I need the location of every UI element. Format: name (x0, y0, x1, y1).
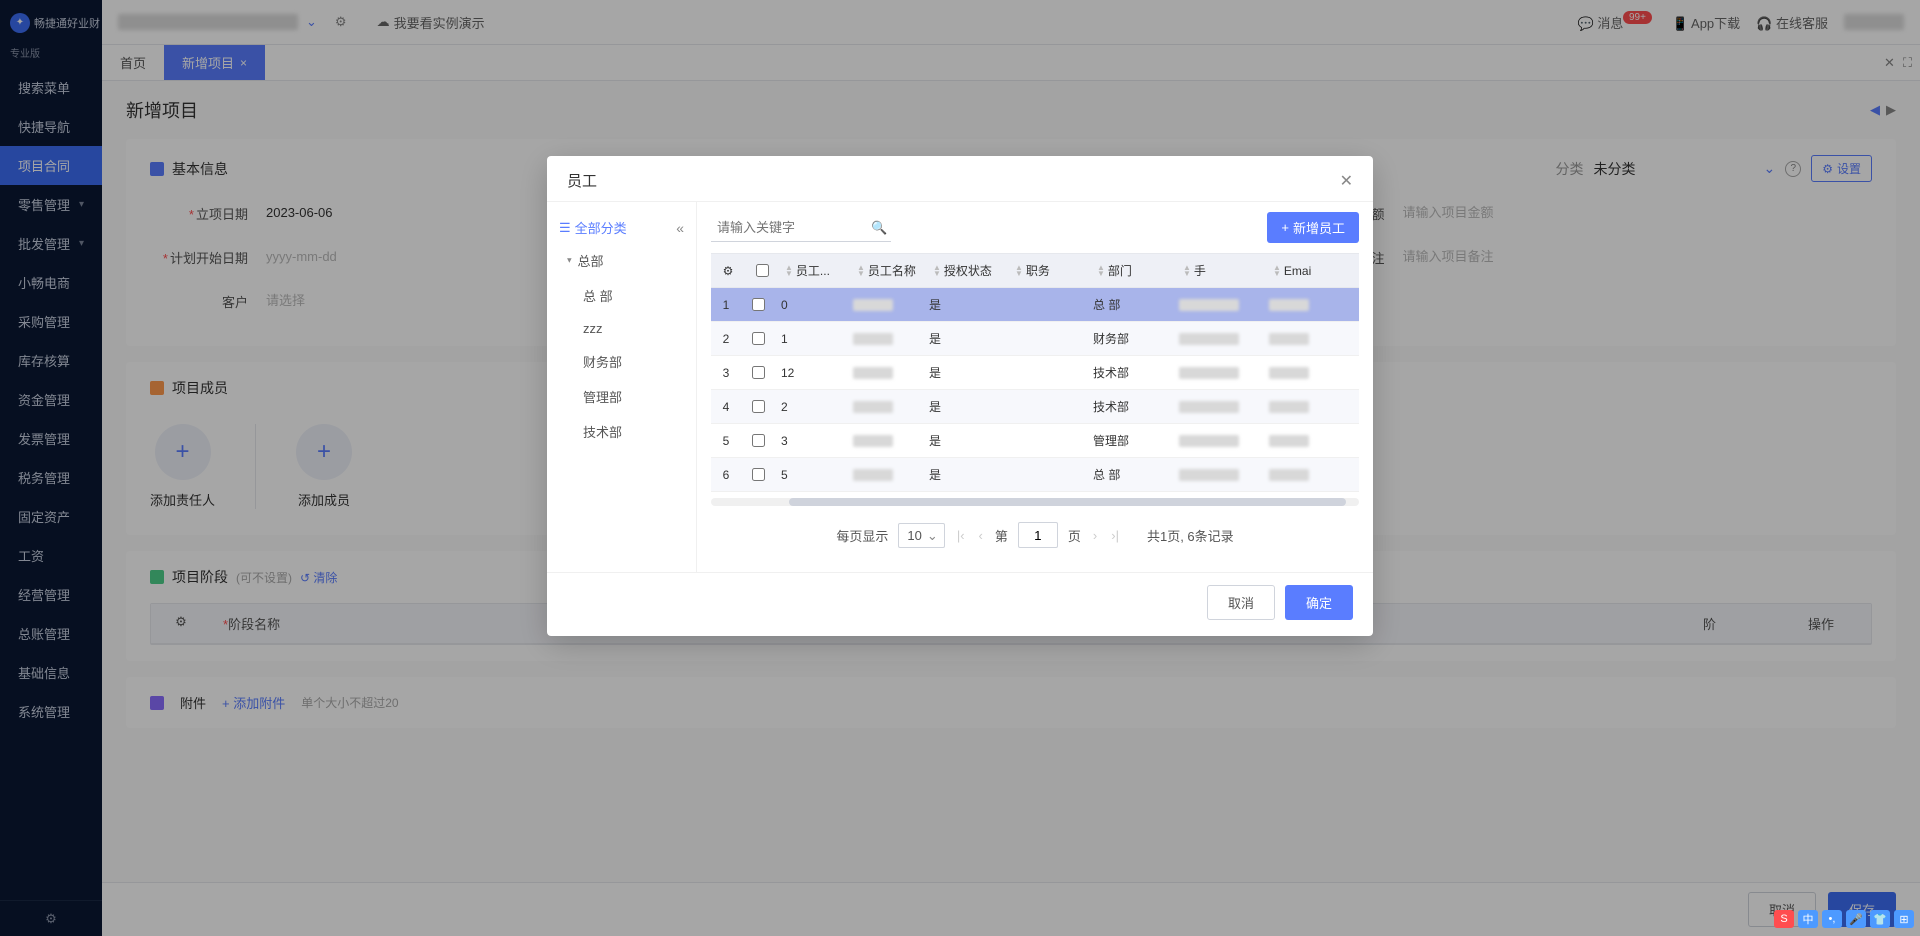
row-checkbox[interactable] (752, 298, 765, 311)
table-row[interactable]: 53是管理部 (711, 424, 1359, 458)
table-horiz-scrollbar[interactable] (711, 498, 1359, 506)
tree-item[interactable]: 总 部 (547, 278, 696, 313)
col-phone[interactable]: 手 (1194, 262, 1206, 279)
pager-summary: 共1页, 6条记录 (1147, 526, 1234, 545)
modal-title: 员工 (567, 170, 597, 191)
ime-toolbar: S 中 •, 🎤 👕 ⊞ (1774, 908, 1914, 930)
pager-first-icon[interactable]: |‹ (955, 528, 967, 543)
row-checkbox[interactable] (752, 332, 765, 345)
plus-icon: + (1281, 220, 1289, 235)
pager-next-icon[interactable]: › (1091, 528, 1099, 543)
row-checkbox[interactable] (752, 468, 765, 481)
page-input[interactable] (1018, 522, 1058, 548)
row-checkbox[interactable] (752, 434, 765, 447)
col-dept[interactable]: 部门 (1108, 262, 1132, 279)
search-icon[interactable]: 🔍 (871, 220, 887, 236)
col-auth[interactable]: 授权状态 (944, 262, 992, 279)
row-checkbox[interactable] (752, 400, 765, 413)
per-page-select[interactable]: 10 ⌄ (898, 523, 944, 548)
modal-overlay: 员工 ✕ ☰ 全部分类 « 总部总 部zzz财务部管理部技术部 🔍 + 新增员工 (0, 0, 1920, 936)
modal-table-panel: 🔍 + 新增员工 ⚙ ▲▼员工... ▲▼员工名称 ▲▼授权状态 ▲▼职务 (697, 202, 1373, 572)
employee-modal: 员工 ✕ ☰ 全部分类 « 总部总 部zzz财务部管理部技术部 🔍 + 新增员工 (547, 156, 1373, 636)
table-row[interactable]: 65是总 部 (711, 458, 1359, 492)
table-row[interactable]: 312是技术部 (711, 356, 1359, 390)
table-row[interactable]: 21是财务部 (711, 322, 1359, 356)
employee-table: ⚙ ▲▼员工... ▲▼员工名称 ▲▼授权状态 ▲▼职务 ▲▼部门 ▲▼手 ▲▼… (711, 253, 1359, 492)
collapse-icon[interactable]: « (676, 220, 684, 236)
col-name[interactable]: 员工名称 (868, 262, 916, 279)
select-all-checkbox[interactable] (756, 264, 769, 277)
ime-punct-icon[interactable]: •, (1822, 910, 1842, 928)
modal-ok-button[interactable]: 确定 (1285, 585, 1353, 620)
col-pos[interactable]: 职务 (1026, 262, 1050, 279)
tree-item[interactable]: zzz (547, 313, 696, 344)
ime-s-icon[interactable]: S (1774, 910, 1794, 928)
ime-zh-icon[interactable]: 中 (1798, 910, 1818, 928)
tree-item[interactable]: 管理部 (547, 379, 696, 414)
tree-item[interactable]: 技术部 (547, 414, 696, 449)
col-email[interactable]: Emai (1284, 264, 1311, 278)
pager-last-icon[interactable]: ›| (1109, 528, 1121, 543)
modal-tree-panel: ☰ 全部分类 « 总部总 部zzz财务部管理部技术部 (547, 202, 697, 572)
tree-root-label[interactable]: 全部分类 (575, 218, 627, 237)
tree-item[interactable]: 财务部 (547, 344, 696, 379)
chevron-down-icon: ⌄ (927, 528, 938, 544)
tree-item[interactable]: 总部 (547, 243, 696, 278)
modal-close-icon[interactable]: ✕ (1340, 171, 1353, 191)
ime-skin-icon[interactable]: 👕 (1870, 910, 1890, 928)
ime-mic-icon[interactable]: 🎤 (1846, 910, 1866, 928)
per-page-label: 每页显示 (836, 526, 888, 545)
pager: 每页显示 10 ⌄ |‹ ‹ 第 页 › ›| 共1页, 6条记录 (711, 512, 1359, 562)
new-employee-button[interactable]: + 新增员工 (1267, 212, 1359, 243)
table-row[interactable]: 42是技术部 (711, 390, 1359, 424)
list-icon: ☰ (559, 220, 571, 236)
pager-prev-icon[interactable]: ‹ (977, 528, 985, 543)
ime-tool-icon[interactable]: ⊞ (1894, 910, 1914, 928)
search-input[interactable] (711, 214, 891, 242)
col-code[interactable]: 员工... (796, 262, 830, 279)
col-gear[interactable]: ⚙ (711, 254, 745, 287)
table-row[interactable]: 10是总 部 (711, 288, 1359, 322)
row-checkbox[interactable] (752, 366, 765, 379)
modal-cancel-button[interactable]: 取消 (1207, 585, 1275, 620)
